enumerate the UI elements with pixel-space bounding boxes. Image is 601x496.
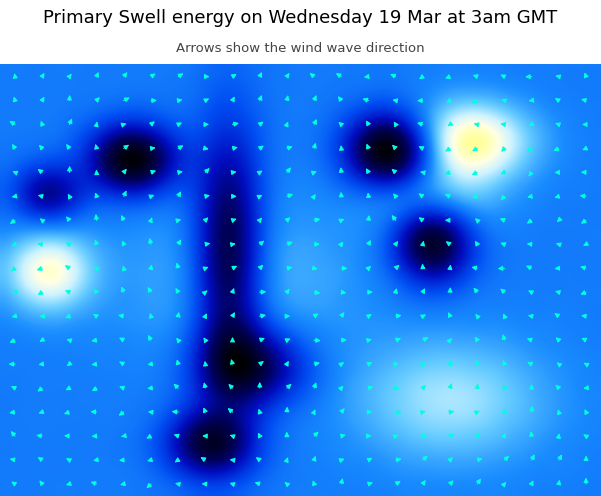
Text: Arrows show the wind wave direction: Arrows show the wind wave direction (176, 42, 425, 55)
Text: Primary Swell energy on Wednesday 19 Mar at 3am GMT: Primary Swell energy on Wednesday 19 Mar… (43, 9, 558, 27)
